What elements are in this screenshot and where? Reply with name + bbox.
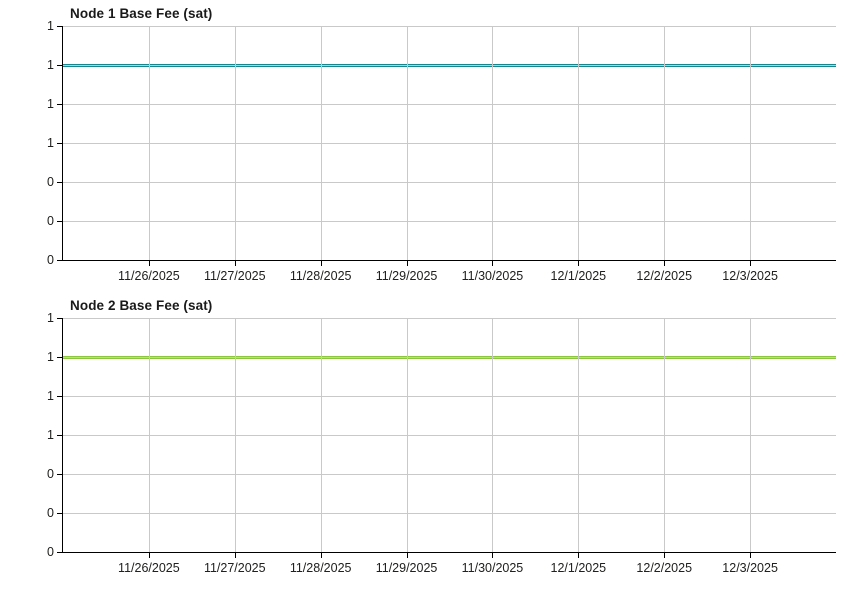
chart-title: Node 1 Base Fee (sat): [70, 6, 213, 21]
x-axis-tick: [234, 260, 236, 266]
y-axis-label: 1: [47, 388, 54, 403]
gridline-vertical: [492, 26, 494, 260]
x-axis-label: 11/26/2025: [118, 561, 180, 575]
x-axis-label: 11/28/2025: [289, 561, 352, 575]
y-axis-tick: [57, 182, 63, 183]
y-axis-tick: [57, 318, 63, 319]
y-axis-label: 0: [47, 544, 54, 559]
y-axis-tick: [57, 474, 63, 475]
y-axis-label: 0: [47, 466, 54, 481]
y-axis-label: 1: [47, 96, 54, 111]
gridline-vertical: [148, 26, 150, 260]
y-axis-label: 1: [47, 349, 54, 364]
y-axis-tick: [57, 396, 63, 397]
x-axis-label: 12/1/2025: [550, 561, 607, 575]
x-axis-tick: [664, 260, 666, 266]
chart-panel-node-1: Node 1 Base Fee (sat) 1 1 1 1 0 0 0 11/26/2025 1…: [0, 0, 860, 295]
plot-area: 1 1 1 1 0 0 0 11/26/2025 11/27/2025 11/28/2025 11/…: [47, 20, 836, 282]
y-axis-tick: [57, 26, 63, 27]
x-axis-tick: [578, 552, 580, 558]
x-axis-label: 12/2/2025: [636, 269, 693, 283]
y-axis-label: 0: [47, 505, 54, 520]
gridline-horizontal: [63, 474, 836, 475]
x-axis-tick: [664, 552, 666, 558]
x-axis-tick: [406, 260, 408, 266]
x-axis-label: 11/27/2025: [203, 561, 266, 575]
x-axis-label: 12/1/2025: [550, 269, 607, 283]
x-axis-label: 11/29/2025: [375, 269, 438, 283]
y-axis-tick: [57, 104, 63, 105]
y-axis-tick: [57, 357, 63, 358]
x-axis-label: 11/26/2025: [118, 269, 180, 283]
gridline-horizontal: [63, 318, 836, 319]
gridline-vertical: [492, 318, 494, 552]
gridline-horizontal: [63, 182, 836, 183]
x-axis-tick: [750, 552, 752, 558]
y-axis-tick: [57, 513, 63, 514]
gridline-vertical: [406, 26, 408, 260]
x-axis-label: 12/3/2025: [722, 269, 778, 283]
y-axis-tick: [57, 143, 63, 144]
gridline-horizontal: [63, 104, 836, 105]
x-axis-label: 11/28/2025: [289, 269, 352, 283]
gridline-vertical: [578, 26, 580, 260]
gridline-horizontal: [63, 143, 836, 144]
x-axis-label: 12/2/2025: [636, 561, 693, 575]
x-axis-tick: [234, 552, 236, 558]
gridline-vertical: [234, 318, 236, 552]
x-axis-label: 11/30/2025: [461, 269, 524, 283]
chart-title: Node 2 Base Fee (sat): [70, 298, 213, 313]
chart-panel-node-2: Node 2 Base Fee (sat) 1 1 1 1 0 0 0 11/26/2025 1…: [0, 292, 860, 592]
plot-area: 1 1 1 1 0 0 0 11/26/2025 11/27/2025 11/28/2025 11/…: [47, 312, 836, 574]
gridline-vertical: [406, 318, 408, 552]
x-axis-tick: [492, 552, 494, 558]
gridline-horizontal: [63, 513, 836, 514]
y-axis-label: 1: [47, 427, 54, 442]
x-axis-label: 11/27/2025: [203, 269, 266, 283]
x-axis-label: 11/30/2025: [461, 561, 524, 575]
gridline-vertical: [234, 26, 236, 260]
y-axis-tick: [57, 65, 63, 66]
x-axis-tick: [320, 260, 322, 266]
gridline-vertical: [148, 318, 150, 552]
x-axis-label: 12/3/2025: [722, 561, 778, 575]
y-axis-tick: [57, 260, 63, 261]
y-axis-label: 0: [47, 252, 54, 267]
gridline-horizontal: [63, 357, 836, 358]
y-axis-label: 1: [47, 18, 54, 33]
x-axis-tick: [492, 260, 494, 266]
y-axis-tick: [57, 221, 63, 222]
x-axis-tick: [148, 552, 150, 558]
x-axis-tick: [148, 260, 150, 266]
gridline-horizontal: [63, 435, 836, 436]
gridline-vertical: [750, 318, 752, 552]
gridline-horizontal: [63, 26, 836, 27]
y-axis-label: 1: [47, 57, 54, 72]
y-axis-label: 1: [47, 310, 54, 325]
gridline-vertical: [664, 318, 666, 552]
gridline-horizontal: [63, 221, 836, 222]
gridline-vertical: [320, 26, 322, 260]
gridline-vertical: [664, 26, 666, 260]
gridline-horizontal: [63, 65, 836, 66]
gridline-vertical: [320, 318, 322, 552]
x-axis-tick: [320, 552, 322, 558]
gridline-horizontal: [63, 396, 836, 397]
gridline-vertical: [750, 26, 752, 260]
y-axis-label: 1: [47, 135, 54, 150]
y-axis-tick: [57, 552, 63, 553]
y-axis-label: 0: [47, 213, 54, 228]
y-axis-tick: [57, 435, 63, 436]
x-axis-tick: [750, 260, 752, 266]
y-axis-label: 0: [47, 174, 54, 189]
x-axis-tick: [406, 552, 408, 558]
gridline-vertical: [578, 318, 580, 552]
x-axis-tick: [578, 260, 580, 266]
x-axis-label: 11/29/2025: [375, 561, 438, 575]
